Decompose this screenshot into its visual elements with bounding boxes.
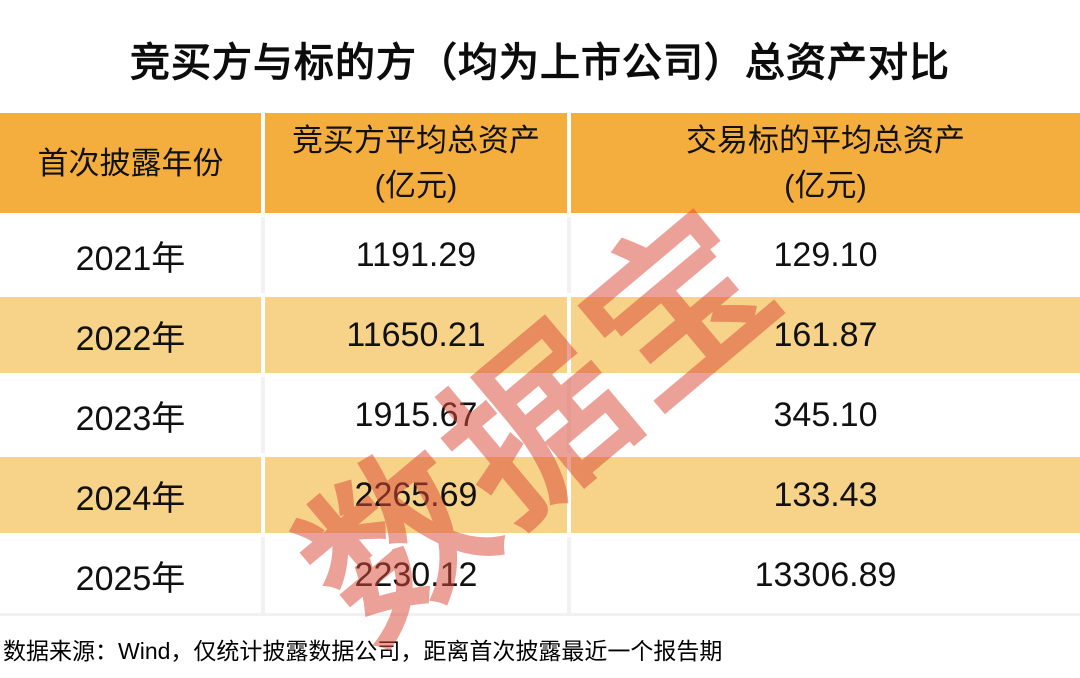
- cell-buyer-avg-assets: 1191.29: [265, 217, 567, 293]
- cell-disclosure-year: 2022年: [0, 297, 261, 373]
- header-cell-target-line2: (亿元): [784, 168, 867, 203]
- header-cell-buyer-assets: 竞买方平均总资产 (亿元): [265, 113, 567, 213]
- source-note: 数据来源：Wind，仅统计披露数据公司，距离首次披露最近一个报告期: [3, 638, 723, 664]
- cell-target-avg-assets: 129.10: [571, 217, 1080, 293]
- cell-target-avg-assets: 13306.89: [571, 537, 1080, 613]
- header-cell-target-line1: 交易标的平均总资产: [686, 123, 965, 158]
- cell-buyer-avg-assets: 2230.12: [265, 537, 567, 613]
- table-bottom-divider: [0, 613, 1080, 616]
- header-cell-year-line1: 首次披露年份: [37, 145, 224, 181]
- table-row: 2025年 2230.12 13306.89: [0, 537, 1080, 613]
- cell-buyer-avg-assets: 2265.69: [265, 457, 567, 533]
- table-body: 2021年 1191.29 129.10 2022年 11650.21 161.…: [0, 217, 1080, 613]
- cell-disclosure-year: 2021年: [0, 217, 261, 293]
- table-row: 2021年 1191.29 129.10: [0, 217, 1080, 293]
- header-cell-buyer-line2: (亿元): [374, 168, 458, 203]
- cell-target-avg-assets: 345.10: [571, 377, 1080, 453]
- header-cell-target-assets: 交易标的平均总资产 (亿元): [571, 113, 1080, 213]
- cell-buyer-avg-assets: 11650.21: [265, 297, 567, 373]
- table-row: 2023年 1915.67 345.10: [0, 377, 1080, 453]
- table-header-row: 首次披露年份 竞买方平均总资产 (亿元) 交易标的平均总资产 (亿元): [0, 113, 1080, 213]
- page-title: 竞买方与标的方（均为上市公司）总资产对比: [130, 41, 950, 85]
- cell-disclosure-year: 2025年: [0, 537, 261, 613]
- cell-target-avg-assets: 133.43: [571, 457, 1080, 533]
- table-row: 2022年 11650.21 161.87: [0, 297, 1080, 373]
- header-cell-year: 首次披露年份: [0, 113, 261, 213]
- header-cell-buyer-line1: 竞买方平均总资产: [292, 123, 540, 158]
- cell-target-avg-assets: 161.87: [571, 297, 1080, 373]
- cell-disclosure-year: 2023年: [0, 377, 261, 453]
- table-row: 2024年 2265.69 133.43: [0, 457, 1080, 533]
- assets-comparison-table: 首次披露年份 竞买方平均总资产 (亿元) 交易标的平均总资产 (亿元) 2021…: [0, 113, 1080, 613]
- cell-disclosure-year: 2024年: [0, 457, 261, 533]
- cell-buyer-avg-assets: 1915.67: [265, 377, 567, 453]
